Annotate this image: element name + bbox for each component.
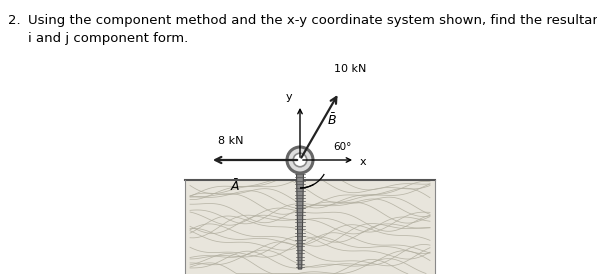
Text: Using the component method and the x-y coordinate system shown, find the resulta: Using the component method and the x-y c… [28, 14, 597, 27]
Text: 2.: 2. [8, 14, 21, 27]
Text: 60°: 60° [333, 142, 352, 152]
Text: $\bar{B}$: $\bar{B}$ [327, 112, 337, 128]
Text: i and j component form.: i and j component form. [28, 32, 188, 45]
Text: $\bar{A}$: $\bar{A}$ [230, 178, 241, 193]
Bar [185, 180, 435, 274]
Text: 8 kN: 8 kN [218, 136, 244, 146]
Text: y: y [285, 92, 292, 102]
Polygon shape [297, 172, 303, 269]
Text: x: x [360, 157, 367, 167]
Circle shape [293, 153, 307, 167]
Text: 10 kN: 10 kN [334, 64, 367, 75]
Circle shape [287, 147, 313, 173]
